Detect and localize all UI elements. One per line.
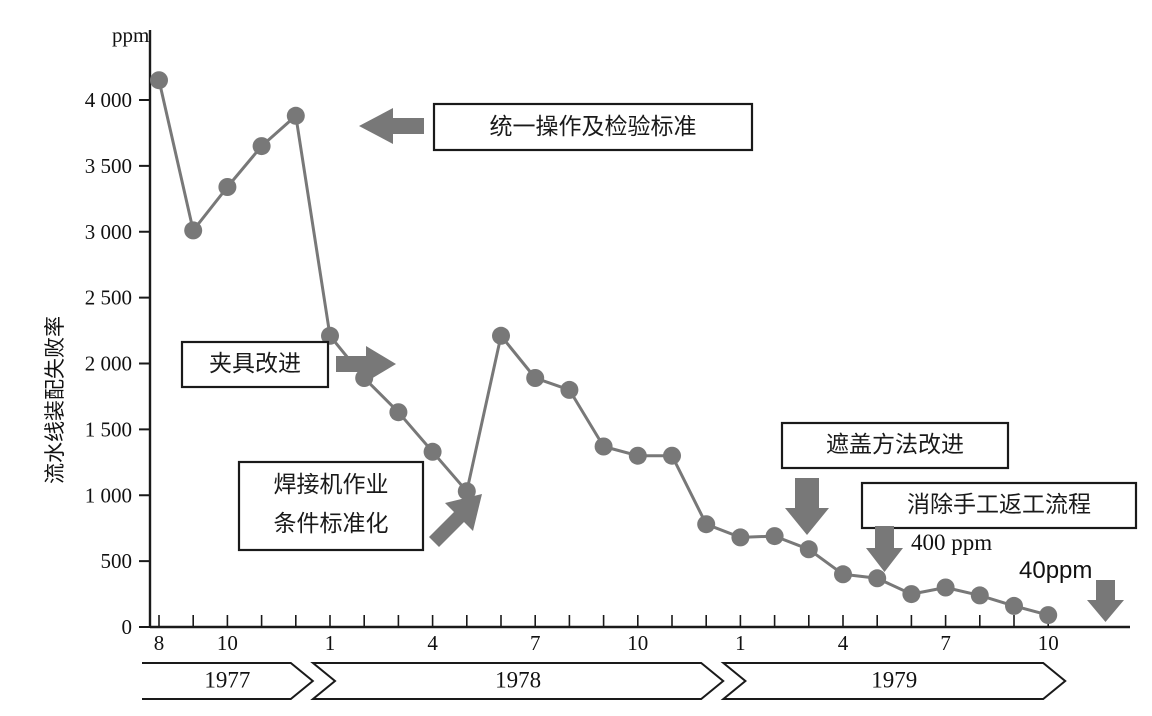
arrow-right-icon — [336, 346, 396, 382]
annotation-label: 夹具改进 — [209, 350, 301, 376]
arrow-down-icon — [785, 478, 829, 535]
arrow-up-right-icon — [429, 494, 482, 547]
year-bands-group: 1977 1978 1979 — [142, 662, 1067, 700]
data-point[interactable] — [321, 326, 339, 345]
data-point[interactable] — [731, 528, 750, 547]
y-axis-tick-labels: 0 500 1 000 1 500 2 000 2 500 3 000 3 500 4 000 — [85, 88, 132, 639]
year-band-label: 1979 — [871, 667, 917, 692]
data-point[interactable] — [560, 380, 579, 399]
data-point[interactable] — [765, 527, 784, 546]
x-tick-label: 4 — [838, 631, 849, 655]
annotation-uniform-standards[interactable]: 统一操作及检验标准 — [359, 102, 754, 152]
y-tick-label: 3 500 — [85, 154, 132, 178]
data-point[interactable] — [628, 446, 647, 465]
data-point[interactable] — [218, 178, 237, 196]
data-point[interactable] — [834, 565, 852, 584]
x-tick-label: 8 — [154, 631, 165, 655]
x-tick-label: 7 — [940, 631, 951, 655]
y-axis-unit-label: ppm — [112, 23, 149, 47]
arrow-down-icon — [866, 526, 903, 572]
year-band-1977 — [142, 662, 315, 700]
x-tick-label: 1 — [325, 631, 336, 655]
data-point[interactable] — [970, 586, 989, 605]
arrow-left-icon — [359, 108, 424, 144]
year-band-1978 — [310, 662, 725, 700]
data-point[interactable] — [868, 569, 887, 588]
data-point[interactable] — [389, 403, 408, 422]
year-band-1979 — [720, 662, 1067, 700]
annotation-label-line2: 条件标准化 — [274, 510, 389, 536]
data-point[interactable] — [457, 482, 476, 501]
annotation-label: 消除手工返工流程 — [907, 491, 1091, 517]
annotation-box — [432, 102, 754, 152]
y-tick-label: 4 000 — [85, 88, 132, 112]
data-point[interactable] — [286, 106, 305, 125]
annotation-box — [860, 481, 1138, 530]
data-point[interactable] — [150, 71, 168, 90]
data-point[interactable] — [1005, 596, 1023, 615]
x-tick-label: 1 — [735, 631, 746, 655]
data-point[interactable] — [697, 515, 716, 534]
data-point[interactable] — [902, 585, 921, 604]
data-point[interactable] — [663, 446, 681, 465]
data-point[interactable] — [594, 437, 613, 456]
annotation-eliminate-manual-rework[interactable]: 消除手工返工流程 — [860, 481, 1138, 572]
annotation-masking-improvement[interactable]: 遮盖方法改进 — [780, 421, 1010, 535]
year-band-label: 1977 — [204, 667, 250, 692]
callout-400ppm-label: 400 ppm — [911, 530, 992, 555]
annotation-welder-standardization[interactable]: 焊接机作业 条件标准化 — [237, 460, 482, 552]
annotation-box — [180, 340, 330, 389]
y-tick-label: 500 — [101, 549, 133, 573]
x-tick-label: 4 — [427, 631, 438, 655]
annotation-fixture-improvement[interactable]: 夹具改进 — [180, 340, 396, 389]
x-tick-label: 10 — [1038, 631, 1059, 655]
arrow-down-icon — [1087, 580, 1124, 622]
annotation-box — [237, 460, 425, 552]
data-point[interactable] — [526, 369, 545, 387]
y-tick-label: 3 000 — [85, 220, 132, 244]
x-tick-label: 10 — [217, 631, 238, 655]
y-tick-label: 1 500 — [85, 417, 132, 441]
annotation-label: 遮盖方法改进 — [826, 431, 964, 457]
annotation-label-line1: 焊接机作业 — [274, 471, 389, 497]
data-series-group — [150, 71, 1058, 625]
y-tick-label: 2 500 — [85, 286, 132, 310]
axes-group — [148, 30, 1130, 629]
y-tick-label: 1 000 — [85, 483, 132, 507]
data-point[interactable] — [1039, 606, 1058, 625]
data-point[interactable] — [252, 137, 271, 156]
data-point[interactable] — [423, 442, 442, 461]
y-axis-ticks — [139, 99, 150, 628]
y-axis-title: 流水线装配失败率 — [44, 316, 67, 484]
y-tick-label: 0 — [122, 615, 133, 639]
x-tick-label: 10 — [627, 631, 648, 655]
series-markers — [150, 71, 1058, 625]
data-point[interactable] — [799, 540, 818, 559]
data-point[interactable] — [492, 326, 510, 345]
callout-40ppm-label: 40ppm — [1019, 557, 1092, 584]
data-point[interactable] — [936, 578, 955, 597]
annotation-box — [780, 421, 1010, 470]
year-band-label: 1978 — [495, 667, 541, 692]
annotation-label: 统一操作及检验标准 — [490, 113, 697, 139]
x-axis-tick-labels: 8 10 1 4 7 10 1 4 7 10 — [154, 631, 1059, 655]
y-tick-label: 2 000 — [85, 352, 132, 376]
x-axis-ticks — [158, 615, 1049, 627]
x-tick-label: 7 — [530, 631, 541, 655]
data-point[interactable] — [184, 221, 203, 240]
